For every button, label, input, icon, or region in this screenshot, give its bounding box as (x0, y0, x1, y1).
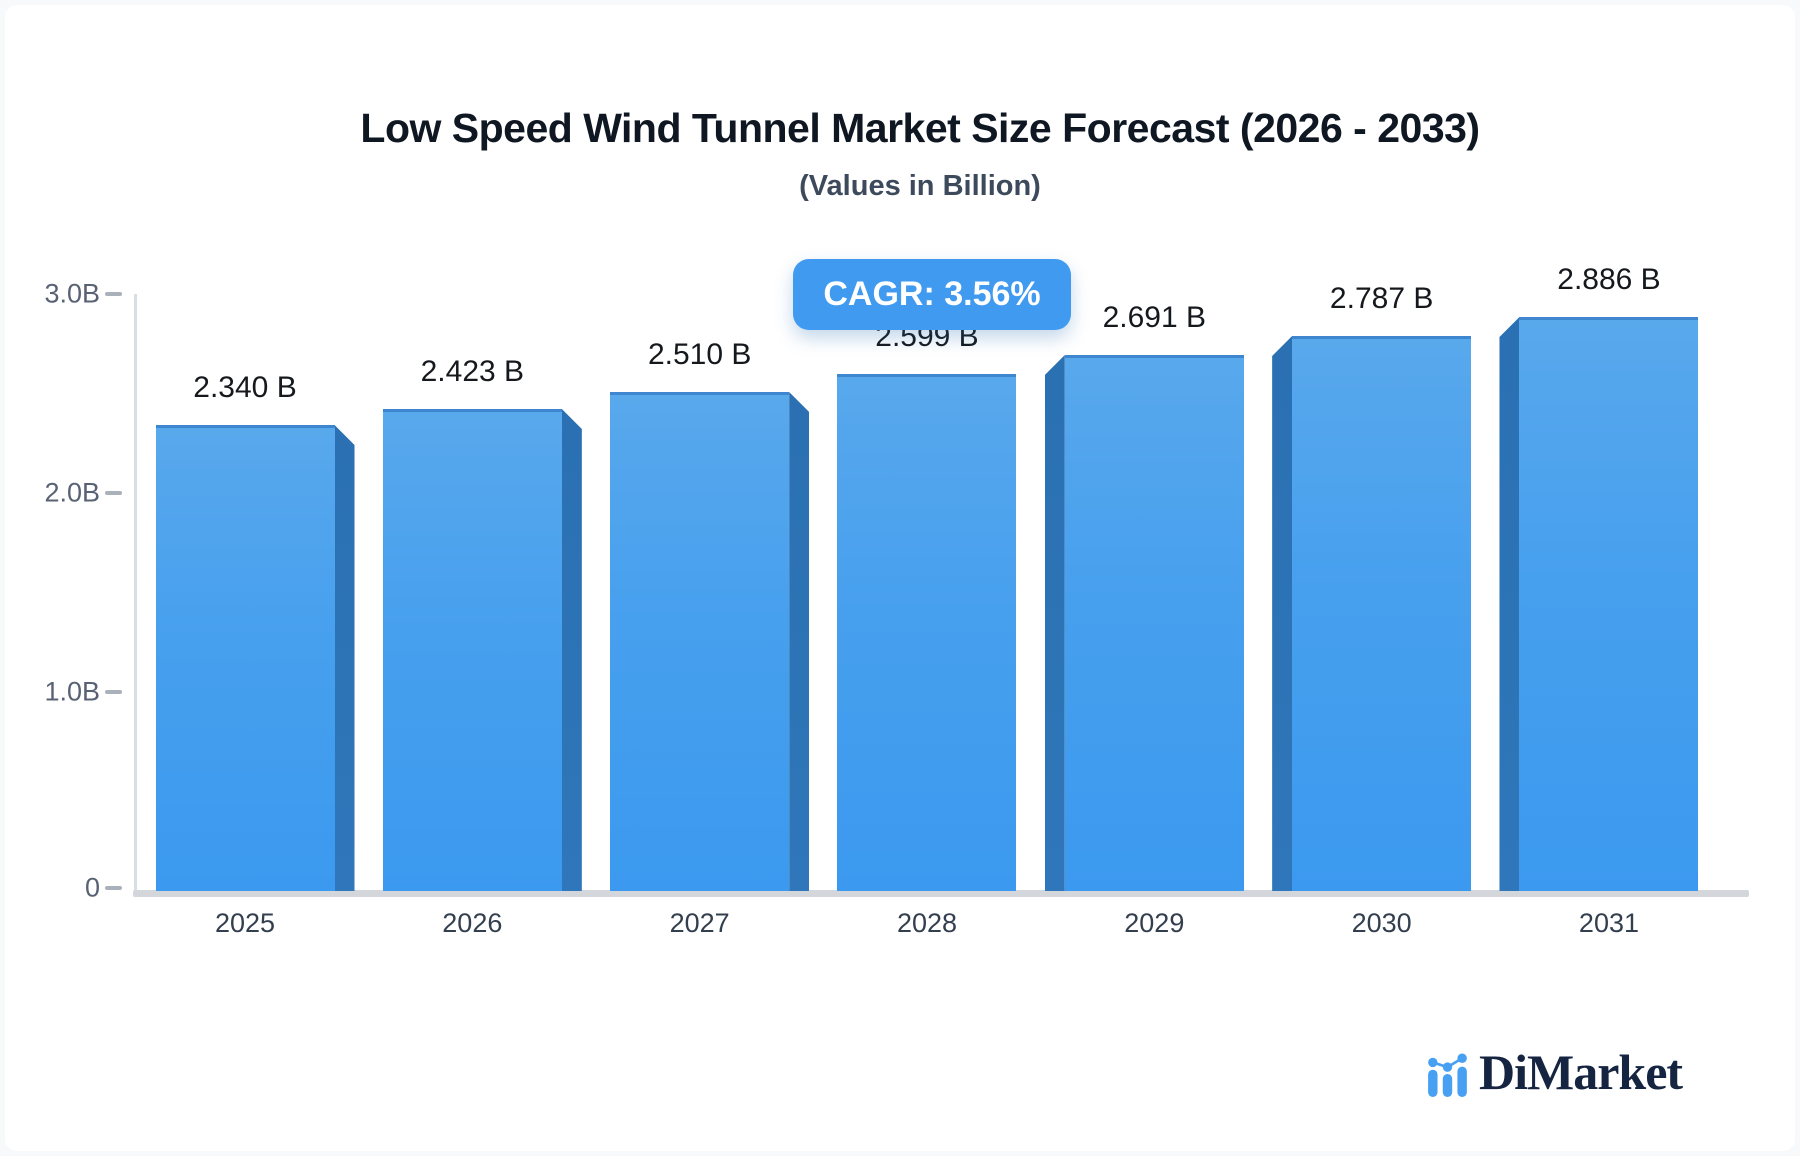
chart-card: Low Speed Wind Tunnel Market Size Foreca… (5, 5, 1795, 1151)
bar-2030 (1292, 336, 1472, 891)
y-tick-dash (105, 886, 122, 890)
y-tick-label: 0 (84, 872, 100, 903)
logo-text: DiMarket (1479, 1044, 1683, 1100)
x-axis-label: 2025 (214, 908, 276, 938)
logo: DiMarket (1428, 1044, 1683, 1100)
bar-2026 (382, 409, 562, 891)
bar-value-label: 2.340 B (193, 371, 297, 404)
bar-3d-side (1044, 355, 1065, 891)
bar-3d-side (334, 425, 355, 891)
x-axis-label: 2029 (1124, 908, 1185, 938)
bar-3d-side (789, 392, 810, 891)
bar-value-label: 2.423 B (420, 355, 525, 388)
y-tick-dash (105, 491, 122, 495)
y-tick-label: 3.0B (44, 278, 100, 309)
x-axis-label: 2026 (442, 908, 503, 938)
bar-2025 (155, 425, 335, 891)
y-tick-label: 2.0B (44, 477, 100, 508)
dimarket-logo-icon (1428, 1053, 1467, 1097)
x-axis-label: 2031 (1578, 908, 1640, 938)
bar-2027 (610, 392, 790, 891)
bar-3d-side (1272, 336, 1293, 891)
y-axis-line (134, 294, 137, 891)
bar-value-label: 2.787 B (1329, 282, 1434, 315)
x-axis-baseline (133, 890, 1749, 897)
y-tick-dash (105, 690, 122, 694)
x-axis-label: 2030 (1351, 908, 1412, 938)
bar-2028 (837, 374, 1017, 891)
bar-3d-side (1499, 317, 1520, 891)
bar-value-label: 2.510 B (647, 338, 752, 371)
bar-3d-side (561, 409, 582, 891)
y-tick-dash (105, 292, 122, 296)
bar-2029 (1064, 355, 1244, 891)
bar-value-label: 2.691 B (1102, 301, 1207, 334)
x-axis-label: 2028 (896, 908, 958, 938)
chart-title: Low Speed Wind Tunnel Market Size Foreca… (360, 105, 1480, 151)
bar-2031 (1519, 317, 1699, 891)
chart-subtitle: (Values in Billion) (799, 170, 1041, 202)
cagr-badge: CAGR: 3.56% (793, 259, 1071, 330)
x-axis-label: 2027 (669, 908, 730, 938)
y-tick-label: 1.0B (44, 676, 100, 707)
bar-value-label: 2.886 B (1557, 263, 1661, 296)
